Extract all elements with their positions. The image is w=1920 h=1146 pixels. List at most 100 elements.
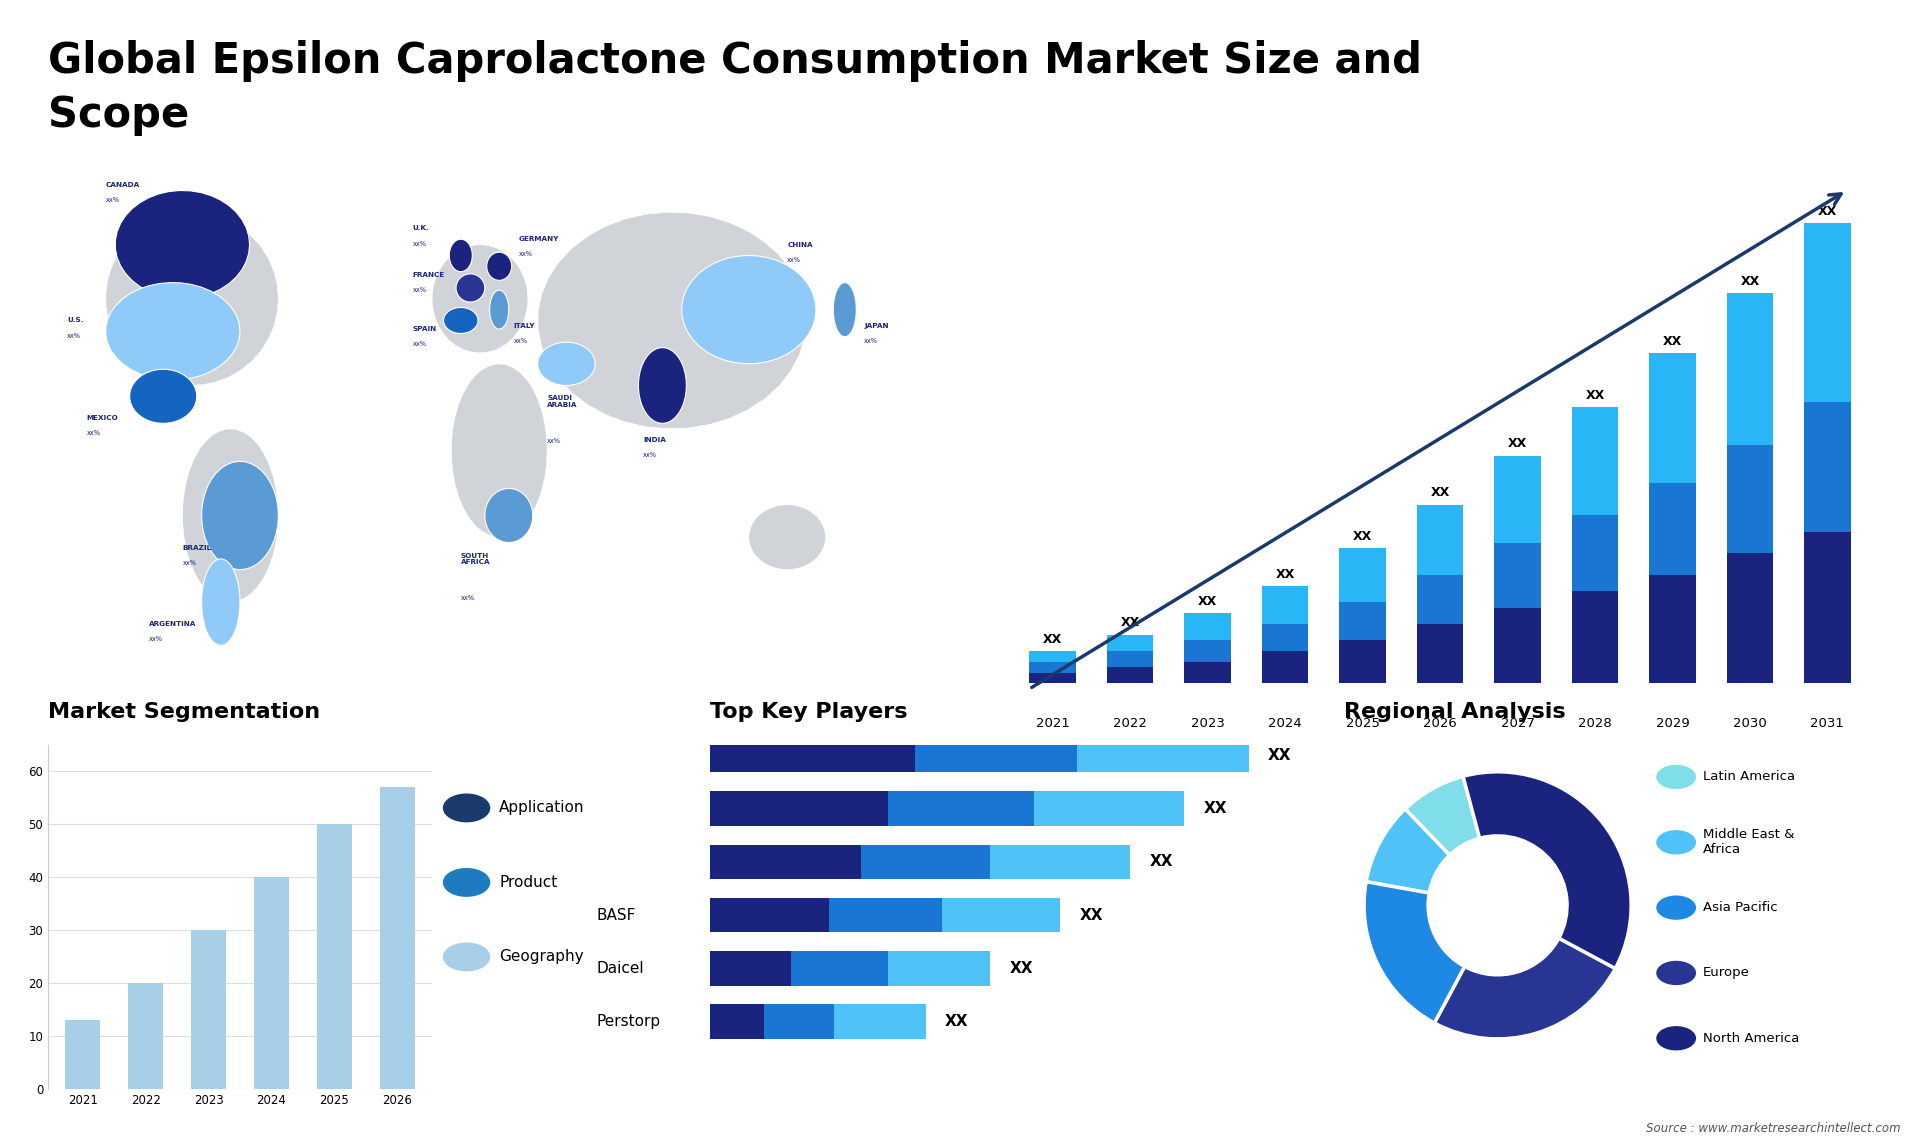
Text: xx%: xx%	[643, 452, 657, 457]
Bar	[1340, 602, 1386, 641]
Text: SAUDI
ARABIA: SAUDI ARABIA	[547, 395, 578, 408]
Text: Europe: Europe	[1703, 966, 1749, 980]
Polygon shape	[444, 307, 478, 333]
Text: XX: XX	[1150, 854, 1173, 870]
Bar	[317, 862, 351, 1089]
Polygon shape	[202, 462, 278, 570]
Bar	[253, 877, 288, 1089]
Polygon shape	[457, 274, 484, 303]
Bar	[1340, 548, 1386, 602]
Text: ARGENTINA: ARGENTINA	[148, 621, 196, 627]
Bar	[1261, 623, 1308, 651]
Text: CHINA: CHINA	[787, 242, 812, 248]
Bar	[129, 1046, 163, 1089]
Bar	[1726, 445, 1774, 554]
Bar	[1261, 651, 1308, 683]
Text: GERMANY: GERMANY	[518, 236, 559, 242]
Text: Source : www.marketresearchintellect.com: Source : www.marketresearchintellect.com	[1645, 1122, 1901, 1135]
Bar	[65, 1062, 100, 1089]
Wedge shape	[1434, 939, 1615, 1039]
Polygon shape	[131, 369, 196, 423]
Bar	[1417, 504, 1463, 575]
Text: XX: XX	[1740, 275, 1759, 288]
Text: XX: XX	[1043, 633, 1062, 645]
Text: xx%: xx%	[515, 338, 528, 344]
Text: XX: XX	[1354, 529, 1373, 542]
Text: XX: XX	[1121, 617, 1140, 629]
FancyBboxPatch shape	[710, 845, 862, 879]
Bar	[253, 919, 288, 1089]
Text: FRANCE: FRANCE	[413, 272, 445, 278]
Text: XX: XX	[1079, 908, 1102, 923]
Polygon shape	[749, 504, 826, 570]
FancyBboxPatch shape	[710, 738, 1248, 772]
Polygon shape	[449, 240, 472, 272]
Bar	[380, 787, 415, 1089]
Polygon shape	[202, 559, 240, 645]
Polygon shape	[106, 283, 240, 380]
Bar	[380, 840, 415, 1089]
Wedge shape	[1363, 881, 1465, 1023]
FancyBboxPatch shape	[710, 738, 1077, 772]
Text: xx%: xx%	[148, 636, 163, 642]
Wedge shape	[1367, 809, 1450, 893]
FancyBboxPatch shape	[710, 792, 1185, 825]
Polygon shape	[682, 256, 816, 363]
Text: xx%: xx%	[787, 257, 801, 262]
FancyBboxPatch shape	[710, 951, 889, 986]
Wedge shape	[1405, 776, 1480, 855]
Text: Latin America: Latin America	[1703, 770, 1795, 784]
Bar	[192, 1010, 227, 1089]
Bar	[129, 1004, 163, 1089]
Text: xx%: xx%	[461, 595, 474, 601]
Bar	[1417, 575, 1463, 623]
Text: Asia Pacific: Asia Pacific	[1703, 901, 1778, 915]
Bar	[1029, 673, 1075, 683]
Bar	[1185, 661, 1231, 683]
Bar	[1726, 293, 1774, 445]
Text: CANADA: CANADA	[106, 182, 140, 188]
Text: INDIA: INDIA	[643, 437, 666, 442]
Text: SOUTH
AFRICA: SOUTH AFRICA	[461, 552, 490, 565]
Bar	[1649, 575, 1695, 683]
Text: XX: XX	[1204, 801, 1227, 816]
Polygon shape	[115, 190, 250, 299]
Text: Market Segmentation: Market Segmentation	[48, 702, 321, 722]
Bar	[1572, 407, 1619, 516]
Text: Regional Analysis: Regional Analysis	[1344, 702, 1565, 722]
Text: Application: Application	[499, 800, 586, 816]
Bar	[1805, 532, 1851, 683]
Bar	[317, 824, 351, 1089]
FancyBboxPatch shape	[710, 738, 916, 772]
Text: xx%: xx%	[413, 342, 426, 347]
Bar	[1572, 516, 1619, 591]
Bar	[1106, 635, 1154, 651]
Bar	[65, 1073, 100, 1089]
FancyBboxPatch shape	[710, 1004, 764, 1038]
Text: xx%: xx%	[547, 438, 561, 444]
Text: XX: XX	[1818, 204, 1837, 218]
Text: BASF: BASF	[597, 908, 636, 923]
Bar	[1340, 641, 1386, 683]
Bar	[1261, 586, 1308, 623]
Text: Product: Product	[499, 874, 557, 890]
Bar	[1494, 456, 1540, 542]
Text: XX: XX	[1430, 486, 1450, 500]
Wedge shape	[1463, 771, 1632, 968]
Bar	[380, 840, 415, 1089]
Text: Perstorp: Perstorp	[597, 1014, 660, 1029]
FancyBboxPatch shape	[710, 845, 991, 879]
Text: xx%: xx%	[106, 197, 119, 203]
Polygon shape	[486, 488, 534, 542]
FancyBboxPatch shape	[710, 1004, 925, 1038]
Bar	[1106, 651, 1154, 667]
Text: xx%: xx%	[86, 430, 100, 437]
Polygon shape	[538, 343, 595, 385]
Bar	[1649, 482, 1695, 575]
Text: xx%: xx%	[864, 338, 877, 344]
Bar	[1649, 353, 1695, 482]
Text: U.S.: U.S.	[67, 317, 84, 323]
Text: xx%: xx%	[67, 332, 81, 338]
Bar	[1805, 223, 1851, 402]
Bar	[1572, 591, 1619, 683]
